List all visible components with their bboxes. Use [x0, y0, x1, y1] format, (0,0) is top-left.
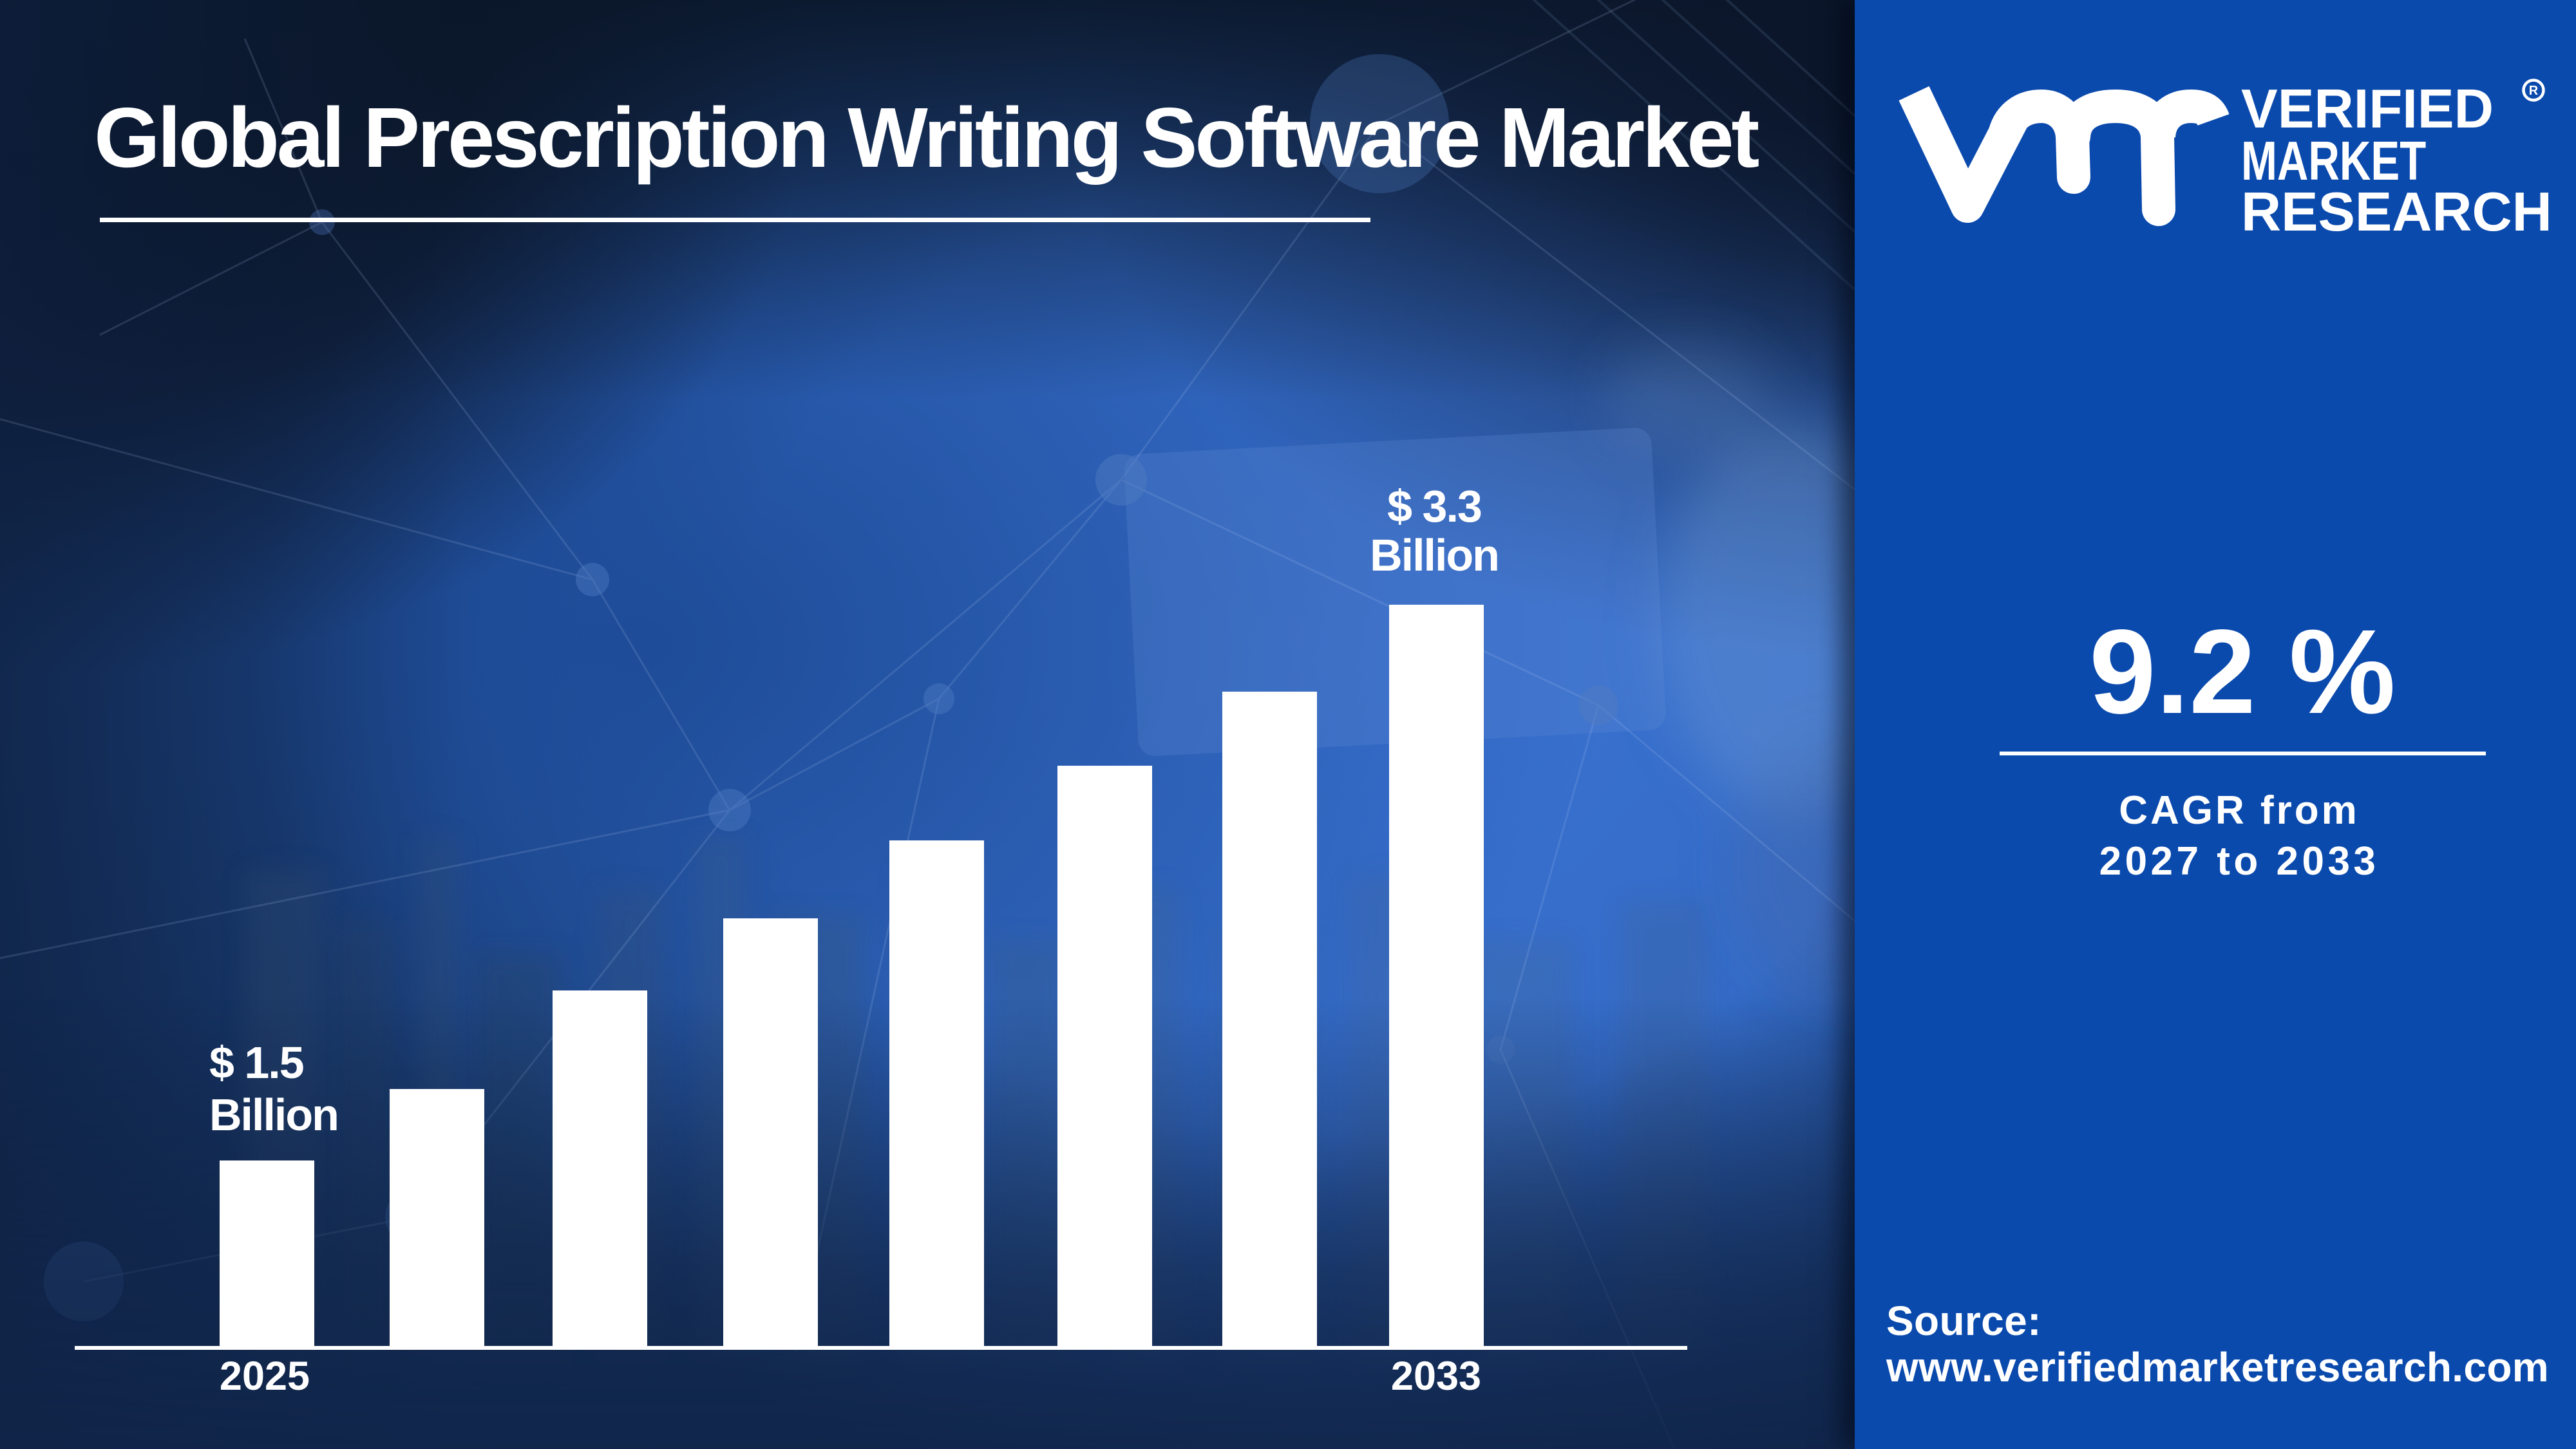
- svg-text:R: R: [2529, 84, 2539, 98]
